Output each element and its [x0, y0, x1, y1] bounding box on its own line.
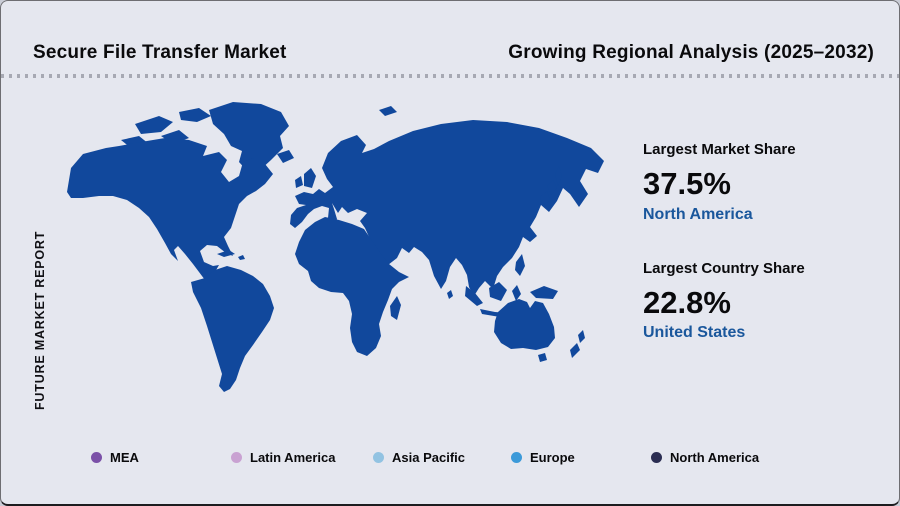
legend-label: Latin America	[250, 449, 336, 465]
stat-country-share: Largest Country Share 22.8% United State…	[643, 260, 883, 343]
stat-value: 37.5%	[643, 166, 731, 201]
legend-item-europe: Europe	[511, 447, 575, 467]
continent-north-america	[67, 138, 273, 286]
stat-market-share: Largest Market Share 37.5% North America	[643, 141, 883, 224]
legend-dot-icon	[91, 451, 102, 463]
world-map-landmass	[67, 102, 604, 392]
page-title: Secure File Transfer Market	[33, 42, 287, 63]
stat-value: 22.8%	[643, 284, 731, 320]
page-subtitle: Growing Regional Analysis (2025–2032)	[508, 42, 874, 63]
dotted-divider	[1, 74, 899, 78]
continent-eurasia	[290, 120, 604, 296]
legend-label: Asia Pacific	[392, 449, 465, 465]
stat-label: Largest Country Share	[643, 259, 805, 277]
stat-label: Largest Market Share	[643, 141, 796, 158]
continent-australia	[494, 299, 555, 350]
legend-label: Europe	[530, 449, 575, 465]
legend-item-latin-america: Latin America	[231, 447, 336, 467]
continent-africa	[295, 217, 409, 356]
legend-item-north-america: North America	[651, 447, 759, 467]
world-map	[61, 96, 621, 406]
stat-region: North America	[643, 205, 753, 223]
continent-greenland	[209, 102, 289, 173]
legend-item-asia-pacific: Asia Pacific	[373, 447, 465, 467]
stat-region: United States	[643, 324, 746, 342]
region-legend: MEA Latin America Asia Pacific Europe No…	[1, 447, 899, 469]
stats-panel: Largest Market Share 37.5% North America…	[643, 141, 883, 378]
legend-item-mea: MEA	[91, 447, 139, 467]
legend-dot-icon	[231, 451, 242, 463]
legend-dot-icon	[511, 451, 522, 463]
world-map-svg	[67, 102, 604, 392]
legend-label: MEA	[110, 449, 139, 465]
continent-south-america	[191, 266, 274, 392]
legend-dot-icon	[651, 451, 662, 463]
brand-vertical-label: FUTURE MARKET REPORT	[33, 230, 47, 410]
legend-dot-icon	[373, 451, 384, 463]
legend-label: North America	[670, 449, 760, 465]
